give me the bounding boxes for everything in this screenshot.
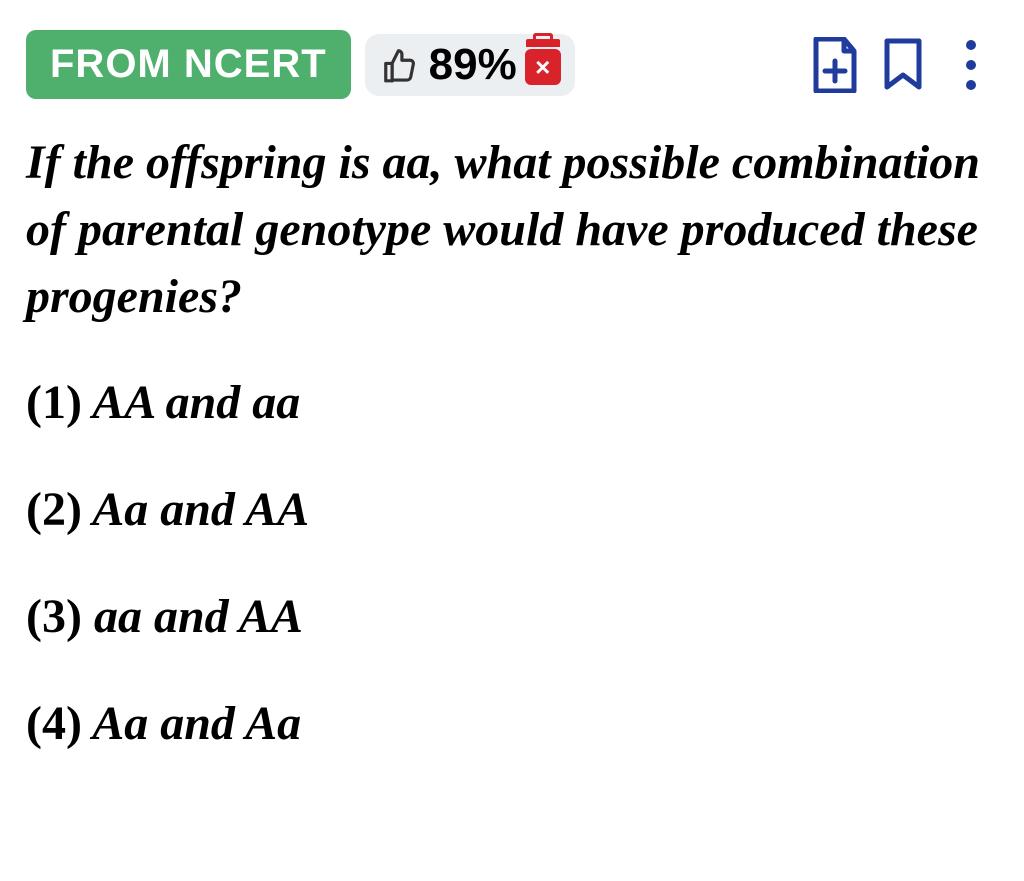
options-list: (1) AA and aa (2) Aa and AA (3) aa and A… (26, 375, 998, 751)
rating-pill[interactable]: 89% × (365, 34, 575, 96)
question-text: If the offspring is aa, what possible co… (26, 129, 998, 331)
option-4[interactable]: (4) Aa and Aa (26, 696, 998, 751)
option-number: (4) (26, 697, 82, 750)
rating-value: 89% (429, 40, 517, 90)
option-number: (1) (26, 376, 82, 429)
thumbs-up-icon (381, 46, 419, 89)
bookmark-icon (881, 37, 925, 93)
source-badge: FROM NCERT (26, 30, 351, 99)
option-number: (3) (26, 590, 82, 643)
more-vertical-icon (966, 40, 976, 90)
option-1[interactable]: (1) AA and aa (26, 375, 998, 430)
option-label: AA and aa (92, 376, 300, 429)
option-label: Aa and Aa (92, 697, 301, 750)
delete-badge[interactable]: × (525, 39, 561, 85)
header-toolbar: FROM NCERT 89% × (26, 30, 998, 99)
option-number: (2) (26, 483, 82, 536)
option-label: aa and AA (94, 590, 303, 643)
option-label: Aa and AA (92, 483, 309, 536)
option-2[interactable]: (2) Aa and AA (26, 482, 998, 537)
more-menu-button[interactable] (944, 38, 998, 92)
close-x-icon: × (525, 49, 561, 85)
add-page-button[interactable] (808, 38, 862, 92)
bookmark-button[interactable] (876, 38, 930, 92)
file-plus-icon (810, 37, 860, 93)
trash-lid-icon (526, 39, 560, 47)
option-3[interactable]: (3) aa and AA (26, 589, 998, 644)
